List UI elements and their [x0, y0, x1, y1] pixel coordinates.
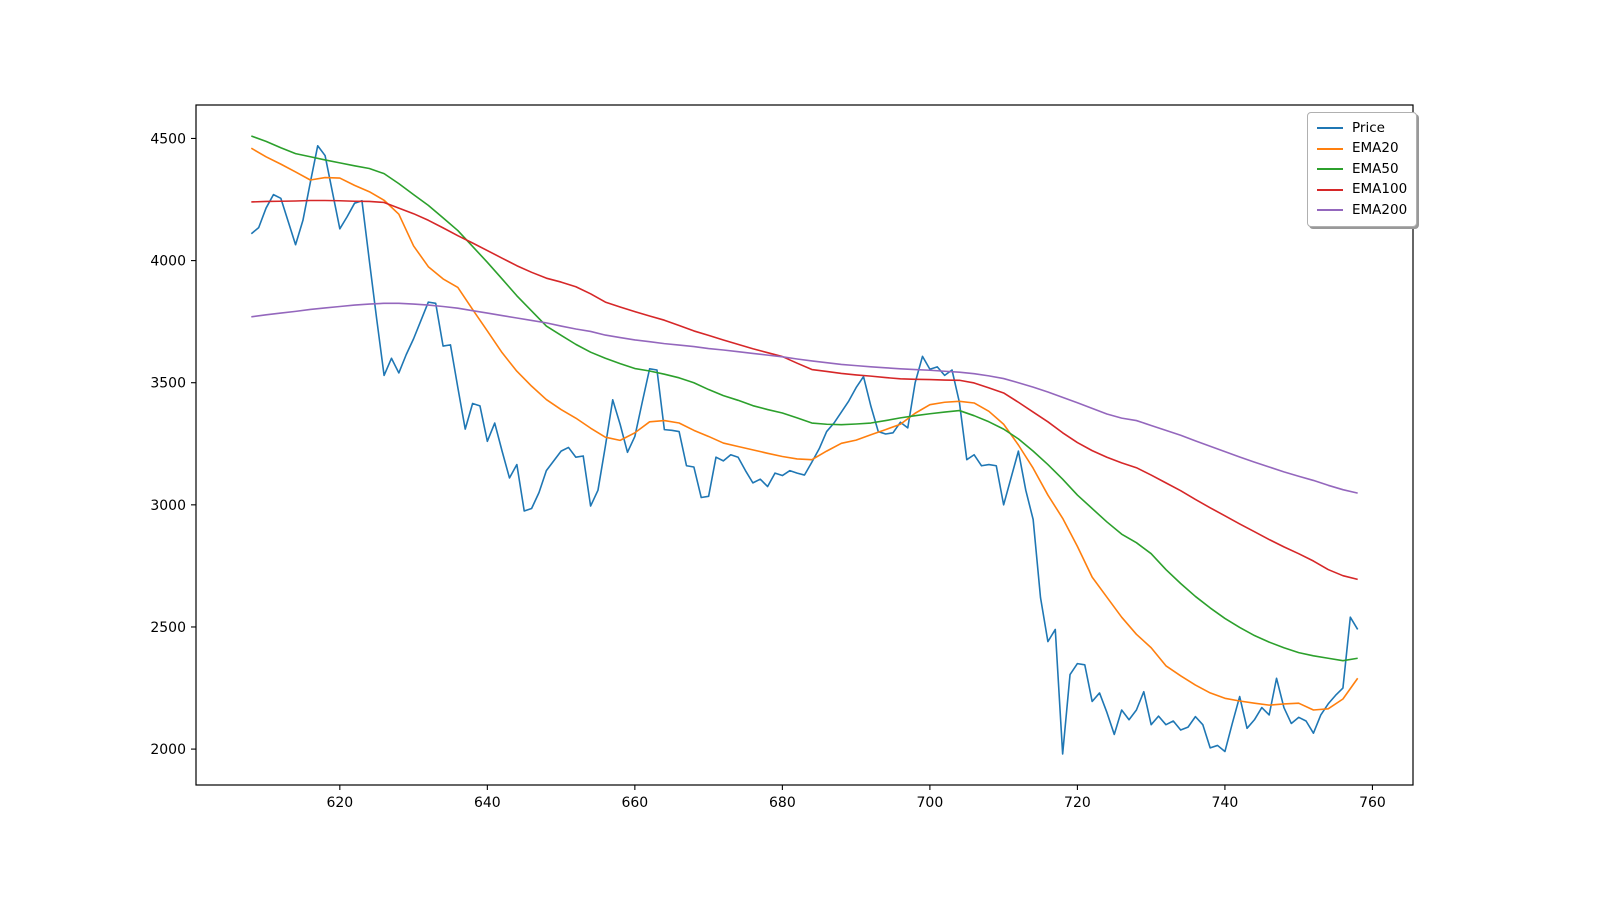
x-tick-label: 760: [1359, 795, 1386, 811]
x-tick-label: 720: [1064, 795, 1091, 811]
series-line-ema20: [250, 147, 1359, 711]
series-line-ema50: [251, 135, 1358, 662]
series-line-price: [250, 144, 1359, 755]
ema50-line-swatch: [1317, 168, 1343, 171]
legend-entry-ema20: EMA20: [1317, 139, 1407, 160]
y-tick-label: 4500: [150, 131, 186, 147]
y-tick-label: 2500: [150, 620, 186, 636]
x-axis: 620 640 660 680 700 720 740 760: [326, 785, 1386, 811]
legend-box: Price EMA20 EMA50 EMA100 EMA200: [1307, 112, 1418, 227]
legend-label-price: Price: [1352, 119, 1385, 136]
legend-label-ema50: EMA50: [1352, 160, 1399, 177]
legend-entry-ema50: EMA50: [1317, 159, 1407, 180]
y-tick-label: 4000: [150, 254, 186, 270]
x-tick-label: 620: [326, 795, 353, 811]
y-tick-label: 3000: [150, 498, 186, 514]
y-axis: 2000 2500 3000 3500 4000 4500: [150, 131, 196, 758]
x-tick-label: 660: [621, 795, 648, 811]
ema100-line-swatch: [1317, 188, 1343, 191]
plot-area: [196, 105, 1413, 785]
plot-frame: [195, 104, 1414, 786]
legend-entry-ema200: EMA200: [1317, 200, 1407, 221]
series-line-ema100: [251, 199, 1358, 581]
y-tick-label: 2000: [150, 742, 186, 758]
x-tick-label: 700: [917, 795, 944, 811]
legend-entry-price: Price: [1317, 118, 1407, 139]
y-tick-label: 3500: [150, 376, 186, 392]
ema20-line-swatch: [1317, 147, 1343, 150]
series-group: [250, 135, 1359, 755]
series-line-ema200: [251, 302, 1358, 494]
legend-label-ema20: EMA20: [1352, 140, 1399, 156]
legend-label-ema100: EMA100: [1352, 181, 1408, 197]
x-tick-label: 640: [474, 795, 501, 811]
x-tick-label: 680: [769, 795, 796, 811]
x-tick-label: 740: [1212, 795, 1239, 811]
ema200-line-swatch: [1317, 209, 1343, 212]
price-line-swatch: [1317, 127, 1343, 130]
legend-entry-ema100: EMA100: [1317, 180, 1407, 201]
legend-label-ema200: EMA200: [1352, 201, 1408, 218]
